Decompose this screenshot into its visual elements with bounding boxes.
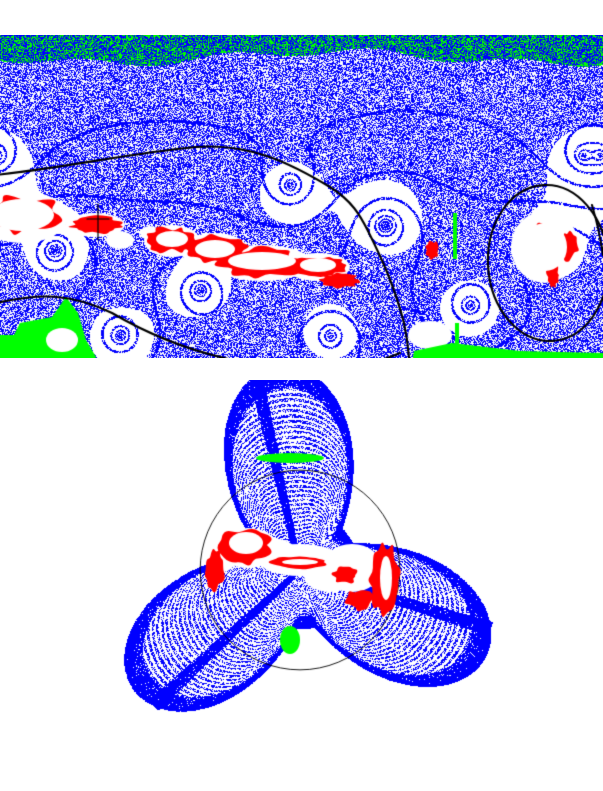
equirectangular-map-canvas[interactable] [0, 35, 603, 358]
three-d-globe-canvas[interactable] [0, 380, 603, 785]
equirectangular-map-panel[interactable] [0, 35, 603, 358]
three-d-globe-panel[interactable] [0, 380, 603, 785]
